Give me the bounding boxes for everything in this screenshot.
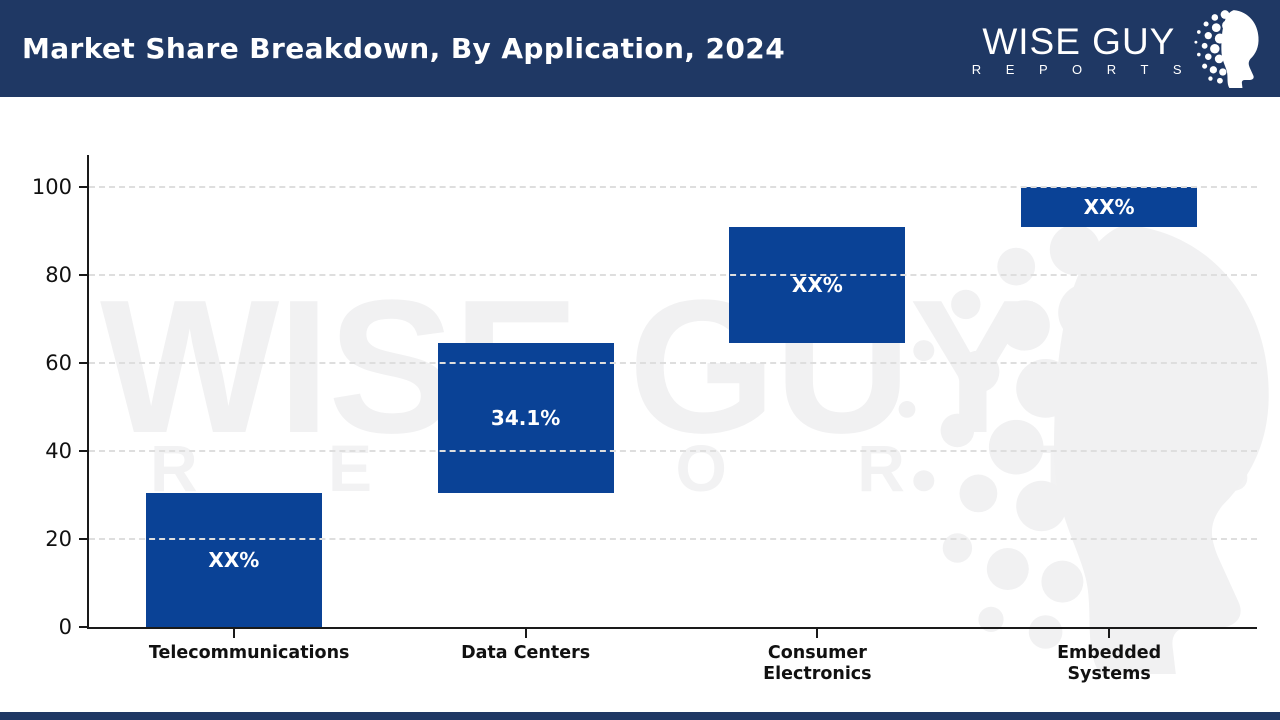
bar-value-label: XX% — [791, 273, 843, 298]
y-tick-label-20: 20 — [45, 527, 72, 551]
chart-area: WISE GUY R E P O R T S 0 20 40 60 80 100 XX% Te… — [0, 97, 1280, 712]
page-title: Market Share Breakdown, By Application, … — [22, 32, 786, 65]
y-tick-mark-80 — [79, 274, 88, 276]
y-tick-mark-20 — [79, 538, 88, 540]
gridline-20 — [89, 538, 1257, 540]
gridline-60 — [89, 362, 1257, 364]
x-tick-mark-1 — [524, 629, 527, 638]
x-tick-label-2: Consumer Electronics — [763, 643, 872, 684]
x-tick-mark-3 — [1108, 629, 1111, 638]
watermark-head-icon — [865, 212, 1280, 678]
bar-embedded-systems: XX% — [1021, 187, 1198, 228]
wiseguy-logo-secondary: R E P O R T S — [971, 62, 1192, 78]
x-tick-label-3: Embedded Systems — [1057, 643, 1162, 684]
bar-value-label: 34.1% — [490, 406, 561, 431]
y-tick-mark-0 — [79, 626, 88, 628]
y-tick-mark-60 — [79, 362, 88, 364]
y-axis-line — [87, 155, 89, 629]
wiseguy-head-icon — [1186, 8, 1264, 92]
y-tick-label-40: 40 — [45, 439, 72, 463]
y-tick-label-0: 0 — [58, 615, 72, 639]
wiseguy-logo-primary: WISE GUY — [982, 20, 1176, 62]
y-tick-label-100: 100 — [31, 175, 72, 199]
plot-region: 0 20 40 60 80 100 XX% Telecommunications 34.1% Da… — [0, 97, 1280, 712]
wiseguy-logo-text: WISE GUY R E P O R T S — [966, 20, 1192, 78]
bar-value-label: XX% — [1083, 195, 1135, 220]
footer-bar — [0, 712, 1280, 720]
x-tick-mark-0 — [232, 629, 235, 638]
y-tick-label-60: 60 — [45, 351, 72, 375]
bar-value-label: XX% — [208, 548, 260, 573]
gridline-40 — [89, 450, 1257, 452]
x-tick-label-0: Telecommunications — [148, 643, 350, 663]
y-tick-label-80: 80 — [45, 263, 72, 287]
gridline-80 — [89, 274, 1257, 276]
x-axis-line — [87, 627, 1257, 629]
x-tick-mark-2 — [816, 629, 819, 638]
bar-telecommunications: XX% — [145, 493, 322, 627]
x-tick-label-1: Data Centers — [461, 643, 591, 663]
bar-consumer-electronics: XX% — [729, 227, 906, 344]
y-tick-mark-100 — [79, 186, 88, 188]
bar-data-centers: 34.1% — [437, 343, 614, 494]
gridline-100 — [89, 186, 1257, 188]
wiseguy-logo: WISE GUY R E P O R T S — [966, 8, 1264, 92]
y-tick-mark-40 — [79, 450, 88, 452]
header-bar: Market Share Breakdown, By Application, … — [0, 0, 1280, 97]
